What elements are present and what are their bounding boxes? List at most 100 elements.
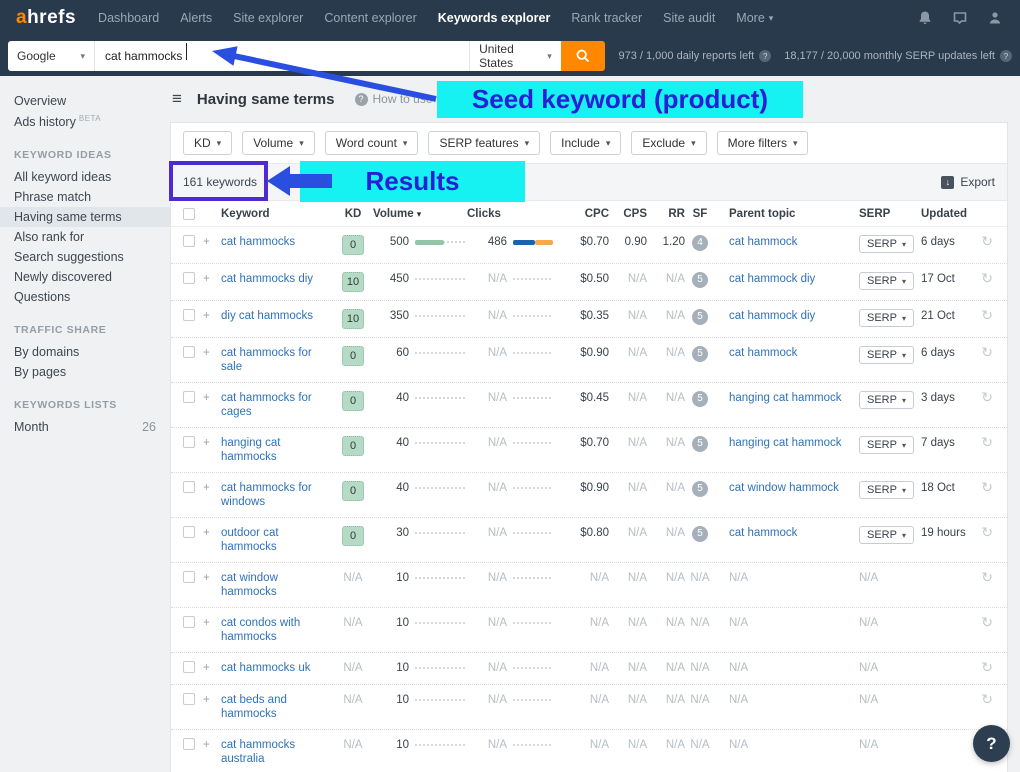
add-to-list-button[interactable]: + <box>203 482 210 494</box>
refresh-icon[interactable]: ↻ <box>981 692 993 708</box>
row-checkbox[interactable] <box>183 481 195 493</box>
sidebar-item-having-same-terms[interactable]: Having same terms <box>0 207 170 228</box>
serp-dropdown-button[interactable]: SERP ▾ <box>859 526 914 544</box>
keyword-link[interactable]: cat hammocks uk <box>221 662 311 674</box>
sidebar-item-questions[interactable]: Questions <box>0 287 170 307</box>
add-to-list-button[interactable]: + <box>203 739 210 751</box>
parent-topic-link[interactable]: hanging cat hammock <box>729 392 842 404</box>
nav-item-dashboard[interactable]: Dashboard <box>98 11 159 25</box>
ahrefs-logo[interactable]: ahrefs <box>16 7 76 29</box>
column-header-clicks[interactable]: Clicks <box>467 208 555 220</box>
keyword-link[interactable]: cat window hammocks <box>221 572 278 598</box>
row-checkbox[interactable] <box>183 391 195 403</box>
sidebar-item-phrase-match[interactable]: Phrase match <box>0 187 170 207</box>
keyword-link[interactable]: cat condos with hammocks <box>221 617 301 643</box>
sidebar-item-month[interactable]: Month 26 <box>0 417 170 437</box>
sidebar-item-by-pages[interactable]: By pages <box>0 362 170 382</box>
keyword-search-input[interactable] <box>95 41 470 71</box>
parent-topic-link[interactable]: hanging cat hammock <box>729 437 842 449</box>
filter-button-serp-features[interactable]: SERP features ▾ <box>428 131 541 155</box>
add-to-list-button[interactable]: + <box>203 694 210 706</box>
keyword-link[interactable]: cat hammocks diy <box>221 273 314 285</box>
keyword-link[interactable]: diy cat hammocks <box>221 310 314 322</box>
info-icon[interactable]: ? <box>759 50 772 62</box>
menu-icon[interactable]: ≡ <box>172 89 182 108</box>
export-button[interactable]: ↓ Export <box>941 175 995 189</box>
filter-button-more-filters[interactable]: More filters ▾ <box>716 131 809 155</box>
parent-topic-link[interactable]: cat window hammock <box>729 482 839 494</box>
keyword-link[interactable]: cat hammocks <box>221 236 296 248</box>
refresh-icon[interactable]: ↻ <box>981 345 993 361</box>
row-checkbox[interactable] <box>183 693 195 705</box>
parent-topic-link[interactable]: cat hammock diy <box>729 273 816 285</box>
add-to-list-button[interactable]: + <box>203 273 210 285</box>
row-checkbox[interactable] <box>183 571 195 583</box>
row-checkbox[interactable] <box>183 309 195 321</box>
add-to-list-button[interactable]: + <box>203 527 210 539</box>
column-header-cpc[interactable]: CPC <box>555 208 609 220</box>
keyword-link[interactable]: cat hammocks australia <box>221 739 296 765</box>
add-to-list-button[interactable]: + <box>203 392 210 404</box>
bell-icon[interactable] <box>916 9 934 27</box>
add-to-list-button[interactable]: + <box>203 662 210 674</box>
nav-item-alerts[interactable]: Alerts <box>180 11 212 25</box>
serp-dropdown-button[interactable]: SERP ▾ <box>859 346 914 364</box>
nav-item-site-audit[interactable]: Site audit <box>663 11 715 25</box>
row-checkbox[interactable] <box>183 738 195 750</box>
messages-icon[interactable] <box>951 9 969 27</box>
keyword-link[interactable]: cat beds and hammocks <box>221 694 287 720</box>
parent-topic-link[interactable]: cat hammock <box>729 236 798 248</box>
row-checkbox[interactable] <box>183 235 195 247</box>
search-button[interactable] <box>560 41 606 71</box>
refresh-icon[interactable]: ↻ <box>981 570 993 586</box>
how-to-use-link[interactable]: ? How to use <box>354 92 433 106</box>
filter-button-include[interactable]: Include ▾ <box>550 131 622 155</box>
parent-topic-link[interactable]: cat hammock diy <box>729 310 816 322</box>
serp-dropdown-button[interactable]: SERP ▾ <box>859 481 914 499</box>
row-checkbox[interactable] <box>183 436 195 448</box>
column-header-serp[interactable]: SERP <box>859 208 921 220</box>
sidebar-item-overview[interactable]: Overview <box>0 91 170 111</box>
add-to-list-button[interactable]: + <box>203 617 210 629</box>
sidebar-item-also-rank-for[interactable]: Also rank for <box>0 227 170 247</box>
nav-item-keywords-explorer[interactable]: Keywords explorer <box>438 11 551 25</box>
refresh-icon[interactable]: ↻ <box>981 615 993 631</box>
filter-button-volume[interactable]: Volume ▾ <box>242 131 315 155</box>
sidebar-item-newly-discovered[interactable]: Newly discovered <box>0 267 170 287</box>
keyword-link[interactable]: cat hammocks for cages <box>221 392 312 418</box>
serp-dropdown-button[interactable]: SERP ▾ <box>859 272 914 290</box>
row-checkbox[interactable] <box>183 346 195 358</box>
serp-dropdown-button[interactable]: SERP ▾ <box>859 309 914 327</box>
add-to-list-button[interactable]: + <box>203 437 210 449</box>
nav-item-more[interactable]: More ▾ <box>736 11 773 25</box>
column-header-cps[interactable]: CPS <box>609 208 647 220</box>
refresh-icon[interactable]: ↻ <box>981 308 993 324</box>
refresh-icon[interactable]: ↻ <box>981 525 993 541</box>
parent-topic-link[interactable]: cat hammock <box>729 347 798 359</box>
column-header-rr[interactable]: RR <box>647 208 685 220</box>
column-header-parent-topic[interactable]: Parent topic <box>715 208 859 220</box>
filter-button-exclude[interactable]: Exclude ▾ <box>631 131 707 155</box>
add-to-list-button[interactable]: + <box>203 572 210 584</box>
keyword-link[interactable]: cat hammocks for sale <box>221 347 312 373</box>
refresh-icon[interactable]: ↻ <box>981 435 993 451</box>
refresh-icon[interactable]: ↻ <box>981 234 993 250</box>
account-user-icon[interactable] <box>986 9 1004 27</box>
column-header-keyword[interactable]: Keyword <box>221 208 333 220</box>
sidebar-item-ads-history[interactable]: Ads history BETA <box>0 111 170 132</box>
refresh-icon[interactable]: ↻ <box>981 660 993 676</box>
country-select[interactable]: United States ▾ <box>469 41 561 71</box>
help-bubble-button[interactable]: ? <box>973 725 1010 762</box>
filter-button-word-count[interactable]: Word count ▾ <box>324 131 419 155</box>
sidebar-item-all-keyword-ideas[interactable]: All keyword ideas <box>0 167 170 187</box>
add-to-list-button[interactable]: + <box>203 347 210 359</box>
refresh-icon[interactable]: ↻ <box>981 480 993 496</box>
nav-item-content-explorer[interactable]: Content explorer <box>324 11 416 25</box>
serp-dropdown-button[interactable]: SERP ▾ <box>859 436 914 454</box>
sidebar-item-search-suggestions[interactable]: Search suggestions <box>0 247 170 267</box>
refresh-icon[interactable]: ↻ <box>981 271 993 287</box>
column-header-updated[interactable]: Updated <box>921 208 977 220</box>
serp-dropdown-button[interactable]: SERP ▾ <box>859 235 914 253</box>
column-header-kd[interactable]: KD <box>333 208 373 220</box>
nav-item-site-explorer[interactable]: Site explorer <box>233 11 303 25</box>
